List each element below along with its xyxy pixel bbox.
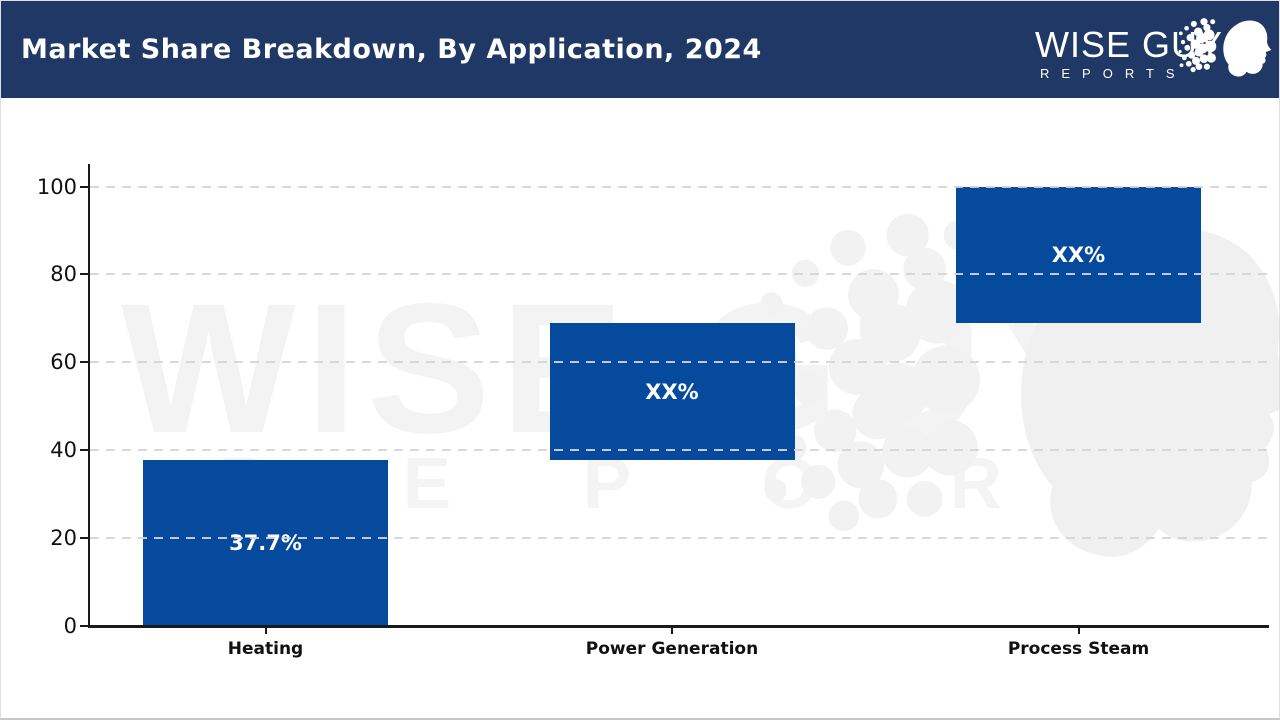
x-tick-0 — [264, 626, 267, 634]
x-axis-line — [88, 625, 1269, 628]
x-tick-1 — [671, 626, 673, 634]
y-tick-40 — [80, 449, 88, 452]
gridline-y-20 — [90, 537, 1269, 540]
x-category-label: Heating — [227, 639, 304, 659]
brand-logo-secondary: REPORTS — [1040, 66, 1187, 81]
y-tick-60 — [80, 361, 88, 364]
y-axis-line — [88, 164, 90, 626]
x-tick-2 — [1077, 626, 1080, 634]
bar-power-generation — [549, 322, 795, 461]
y-tick-80 — [80, 273, 88, 276]
y-tick-label: 80 — [50, 262, 77, 287]
chart-title: Market Share Breakdown, By Application, … — [21, 34, 762, 65]
gridline-y-100 — [90, 185, 1269, 188]
y-tick-0 — [80, 625, 88, 627]
gridline-y-60 — [90, 361, 1269, 364]
x-category-label: Power Generation — [585, 639, 759, 659]
bar-value-label: 37.7% — [229, 531, 302, 556]
y-tick-label: 20 — [50, 526, 77, 551]
face-dots-logo-icon — [1178, 18, 1272, 77]
y-tick-label: 40 — [50, 438, 77, 463]
bar-value-label: XX% — [1051, 242, 1106, 267]
y-tick-label: 60 — [50, 350, 77, 375]
y-tick-label: 0 — [63, 614, 77, 638]
y-tick-label: 100 — [36, 174, 77, 199]
y-tick-100 — [80, 185, 88, 188]
x-category-label: Process Steam — [1007, 639, 1150, 659]
bar-value-label: XX% — [645, 379, 699, 404]
header-band: Market Share Breakdown, By Application, … — [1, 1, 1279, 98]
brand-logo: WISE GUY REPORTS — [1025, 5, 1275, 95]
y-tick-20 — [80, 537, 88, 540]
gridline-y-40 — [90, 449, 1269, 452]
chart-plot-area: 37.7% XX% XX% 0 20 40 60 80 100 Heating Power Gene… — [1, 98, 1279, 718]
gridline-y-80 — [90, 273, 1269, 276]
bar-heating — [143, 460, 388, 626]
